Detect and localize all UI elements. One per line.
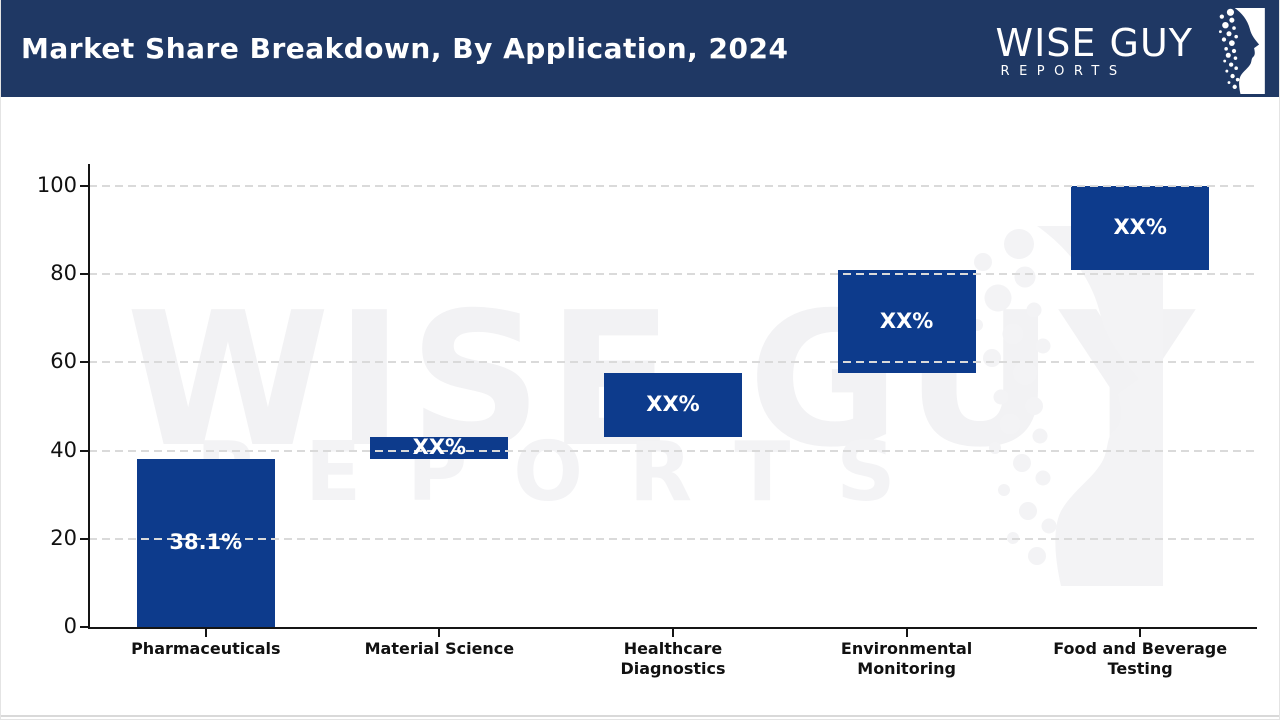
category-label-line: Environmental: [840, 639, 973, 658]
x-axis-tick-mark: [204, 629, 207, 637]
category-label-line: Monitoring: [857, 659, 956, 678]
category-label-line: Diagnostics: [620, 659, 726, 678]
waterfall-bar-2: [370, 437, 509, 459]
y-axis-tick-mark: [80, 361, 88, 364]
y-axis: [88, 164, 90, 629]
y-axis-tick-label: 100: [36, 173, 77, 197]
gridline-y-20: [89, 537, 1257, 540]
page-title: Market Share Breakdown, By Application, …: [21, 32, 789, 65]
y-axis-tick-label: 20: [50, 525, 77, 550]
gridline-y-60: [89, 361, 1257, 364]
waterfall-bar-1: [136, 458, 275, 627]
category-label-line: Pharmaceuticals: [131, 639, 281, 658]
gridline-y-80: [89, 273, 1257, 276]
x-axis: [88, 627, 1257, 629]
bar-value-label: 38.1%: [169, 529, 243, 554]
logo-wordmark: WISE GUY: [995, 20, 1193, 65]
bar-value-label: XX%: [412, 435, 467, 460]
bar-value-label: XX%: [646, 392, 700, 417]
header-bar: Market Share Breakdown, By Application, …: [1, 0, 1279, 97]
bar-value-label: XX%: [1113, 214, 1167, 239]
category-label-line: Food and Beverage: [1053, 639, 1228, 658]
category-label: Healthcare Diagnostics: [556, 639, 790, 679]
y-axis-tick-mark: [80, 185, 88, 187]
category-label-line: Material Science: [364, 639, 515, 658]
y-axis-tick-mark: [80, 626, 88, 628]
logo-text: WISE GUY REPORTS: [995, 20, 1193, 80]
category-label: Pharmaceuticals: [89, 639, 323, 659]
x-axis-tick-mark: [438, 629, 441, 637]
y-axis-tick-label: 40: [50, 437, 77, 462]
waterfall-bar-5: [1071, 186, 1210, 270]
head-profile-dots-icon: [1218, 8, 1265, 94]
waterfall-bar-4: [837, 269, 976, 374]
category-label: Environmental Monitoring: [790, 639, 1024, 679]
logo-reports-text: REPORTS: [1000, 64, 1127, 80]
y-axis-tick-label: 60: [50, 349, 77, 374]
y-axis-tick-mark: [80, 537, 88, 540]
footer-divider: [1, 715, 1279, 717]
wiseguy-logo: WISE GUY REPORTS: [996, 8, 1265, 94]
waterfall-bar-3: [604, 373, 742, 438]
category-label-line: Healthcare: [623, 639, 723, 658]
x-axis-tick-mark: [672, 629, 674, 637]
bar-value-label: XX%: [879, 308, 934, 333]
y-axis-tick-mark: [80, 273, 88, 276]
y-axis-tick-mark: [80, 449, 88, 452]
category-label: Food and Beverage Testing: [1023, 639, 1257, 679]
gridline-y-100: [89, 185, 1257, 187]
x-axis-tick-mark: [1139, 629, 1142, 637]
gridline-y-40: [89, 449, 1257, 452]
category-label-line: Testing: [1107, 659, 1173, 678]
y-axis-tick-label: 80: [50, 261, 77, 286]
x-axis-tick-mark: [905, 629, 908, 637]
category-label: Material Science: [323, 639, 557, 659]
y-axis-tick-label: 0: [63, 614, 77, 638]
watermark-reports-text: REPORTS: [196, 425, 942, 520]
